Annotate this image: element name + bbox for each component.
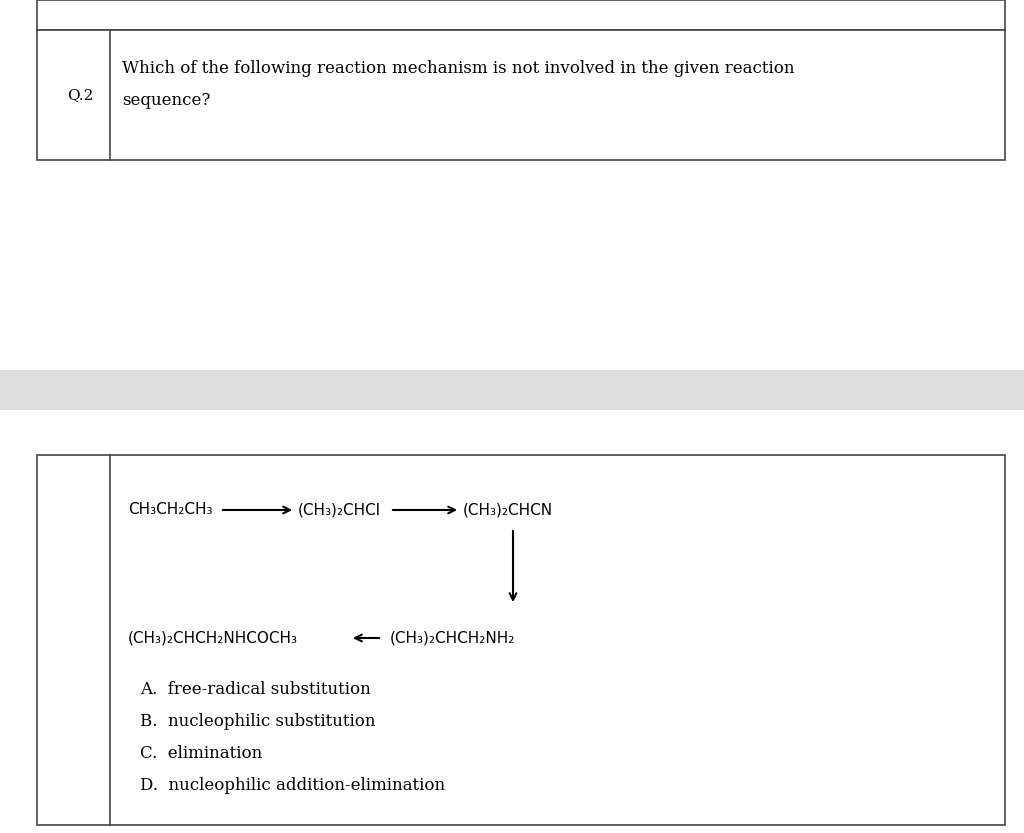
Text: Which of the following reaction mechanism is not involved in the given reaction: Which of the following reaction mechanis… — [122, 59, 795, 77]
Bar — [37, 455, 1005, 825]
Bar — [37, 0, 1005, 30]
Text: (CH₃)₂CHCN: (CH₃)₂CHCN — [463, 502, 553, 517]
Text: sequence?: sequence? — [122, 92, 210, 108]
Text: (CH₃)₂CHCH₂NHCOCH₃: (CH₃)₂CHCH₂NHCOCH₃ — [128, 631, 298, 646]
Text: A.  free-radical substitution: A. free-radical substitution — [140, 681, 371, 699]
Text: CH₃CH₂CH₃: CH₃CH₂CH₃ — [128, 502, 213, 517]
Text: Q.2: Q.2 — [67, 88, 93, 102]
Text: C.  elimination: C. elimination — [140, 746, 262, 762]
Text: B.  nucleophilic substitution: B. nucleophilic substitution — [140, 714, 376, 731]
Text: (CH₃)₂CHCH₂NH₂: (CH₃)₂CHCH₂NH₂ — [390, 631, 515, 646]
Text: D.  nucleophilic addition-elimination: D. nucleophilic addition-elimination — [140, 777, 445, 795]
Bar — [0, 370, 1024, 410]
Bar — [37, 30, 1005, 160]
Text: (CH₃)₂CHCl: (CH₃)₂CHCl — [298, 502, 381, 517]
